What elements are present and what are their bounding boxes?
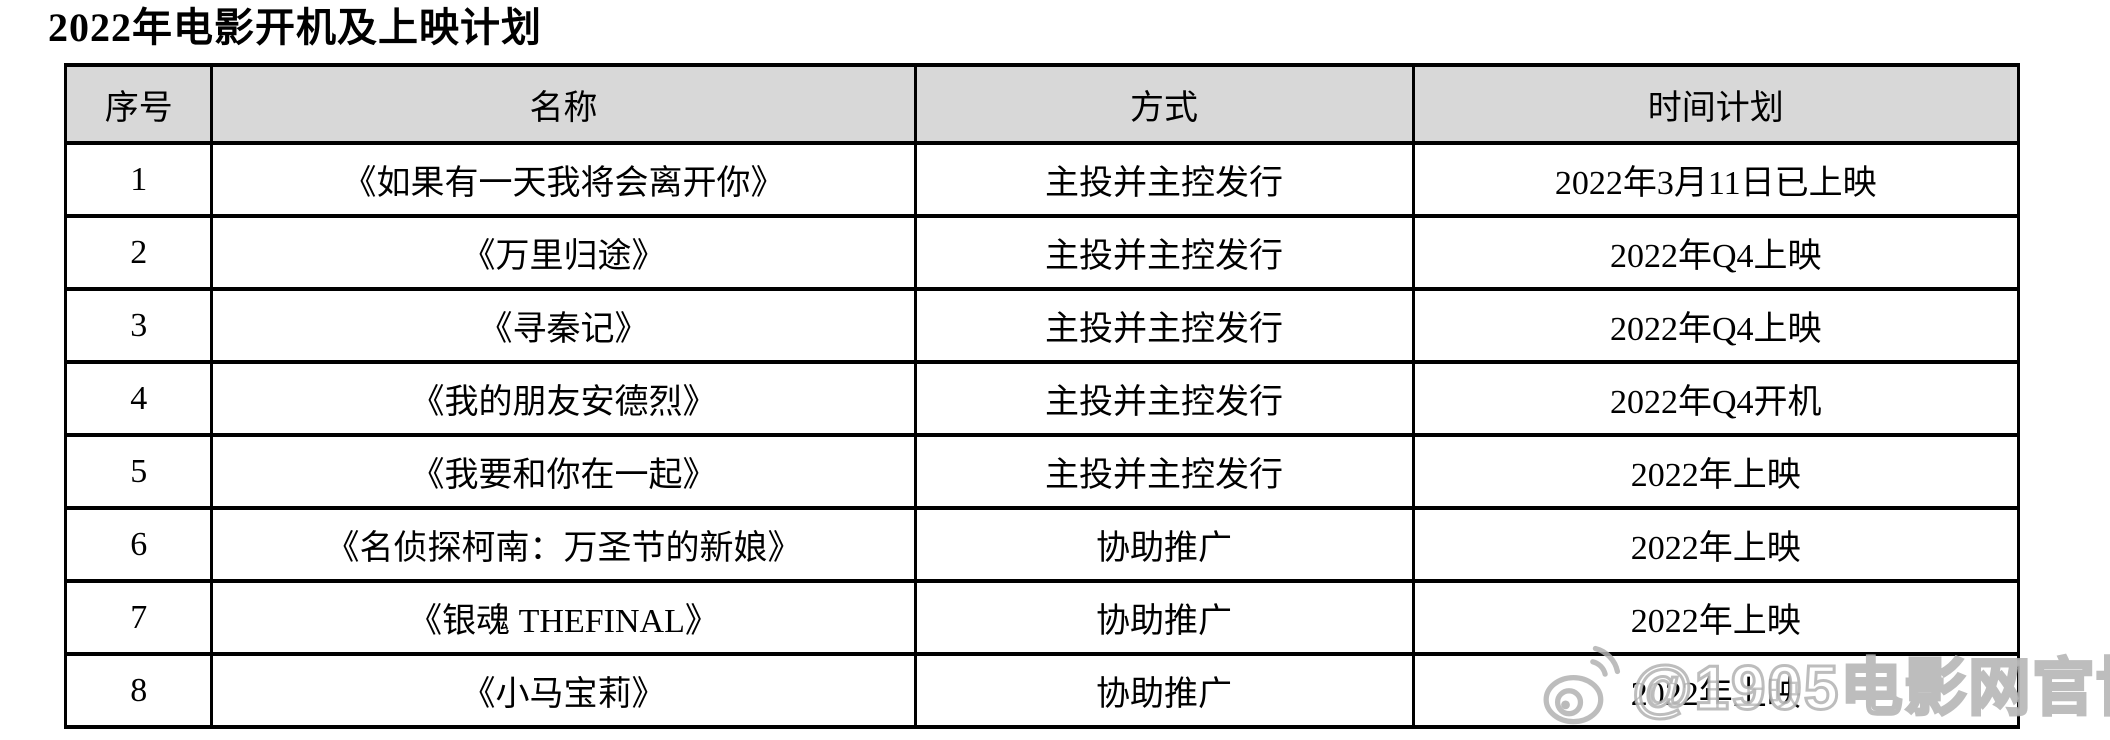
- cell-mode: 主投并主控发行: [913, 360, 1415, 437]
- cell-index: 1: [63, 141, 214, 218]
- table-header: 序号 名称 方式 时间计划: [63, 63, 2021, 145]
- header-cell-time: 时间计划: [1411, 63, 2021, 145]
- cell-index: 8: [63, 652, 214, 729]
- cell-mode: 主投并主控发行: [913, 287, 1415, 364]
- table-row: 8 《小马宝莉》 协助推广 2022年上映: [63, 652, 2021, 729]
- cell-name: 《寻秦记》: [210, 287, 917, 364]
- cell-index: 7: [63, 579, 214, 656]
- table-body: 1 《如果有一天我将会离开你》 主投并主控发行 2022年3月11日已上映 2 …: [63, 141, 2021, 729]
- cell-mode: 主投并主控发行: [913, 433, 1415, 510]
- cell-mode: 协助推广: [913, 579, 1415, 656]
- cell-time: 2022年3月11日已上映: [1411, 141, 2021, 218]
- cell-index: 3: [63, 287, 214, 364]
- cell-time: 2022年Q4上映: [1411, 214, 2021, 291]
- cell-name: 《我的朋友安德烈》: [210, 360, 917, 437]
- cell-name: 《我要和你在一起》: [210, 433, 917, 510]
- table-row: 2 《万里归途》 主投并主控发行 2022年Q4上映: [63, 214, 2021, 291]
- cell-time: 2022年上映: [1411, 652, 2021, 729]
- cell-time: 2022年上映: [1411, 433, 2021, 510]
- table-row: 5 《我要和你在一起》 主投并主控发行 2022年上映: [63, 433, 2021, 510]
- table-row: 1 《如果有一天我将会离开你》 主投并主控发行 2022年3月11日已上映: [63, 141, 2021, 218]
- table-row: 6 《名侦探柯南：万圣节的新娘》 协助推广 2022年上映: [63, 506, 2021, 583]
- cell-name: 《小马宝莉》: [210, 652, 917, 729]
- cell-time: 2022年上映: [1411, 506, 2021, 583]
- cell-mode: 协助推广: [913, 506, 1415, 583]
- cell-time: 2022年上映: [1411, 579, 2021, 656]
- cell-index: 2: [63, 214, 214, 291]
- header-cell-index: 序号: [63, 63, 214, 145]
- table-row: 4 《我的朋友安德烈》 主投并主控发行 2022年Q4开机: [63, 360, 2021, 437]
- cell-name: 《万里归途》: [210, 214, 917, 291]
- cell-name: 《银魂 THEFINAL》: [210, 579, 917, 656]
- cell-mode: 协助推广: [913, 652, 1415, 729]
- cell-name: 《如果有一天我将会离开你》: [210, 141, 917, 218]
- header-cell-name: 名称: [210, 63, 917, 145]
- page-title: 2022年电影开机及上映计划: [48, 5, 542, 50]
- cell-index: 5: [63, 433, 214, 510]
- cell-time: 2022年Q4上映: [1411, 287, 2021, 364]
- header-row: 序号 名称 方式 时间计划: [63, 63, 2021, 145]
- cell-index: 6: [63, 506, 214, 583]
- table-row: 7 《银魂 THEFINAL》 协助推广 2022年上映: [63, 579, 2021, 656]
- cell-mode: 主投并主控发行: [913, 214, 1415, 291]
- cell-time: 2022年Q4开机: [1411, 360, 2021, 437]
- header-cell-mode: 方式: [913, 63, 1415, 145]
- cell-mode: 主投并主控发行: [913, 141, 1415, 218]
- cell-name: 《名侦探柯南：万圣节的新娘》: [210, 506, 917, 583]
- table-row: 3 《寻秦记》 主投并主控发行 2022年Q4上映: [63, 287, 2021, 364]
- movie-plan-table: 序号 名称 方式 时间计划 1 《如果有一天我将会离开你》 主投并主控发行 20…: [63, 63, 2021, 729]
- cell-index: 4: [63, 360, 214, 437]
